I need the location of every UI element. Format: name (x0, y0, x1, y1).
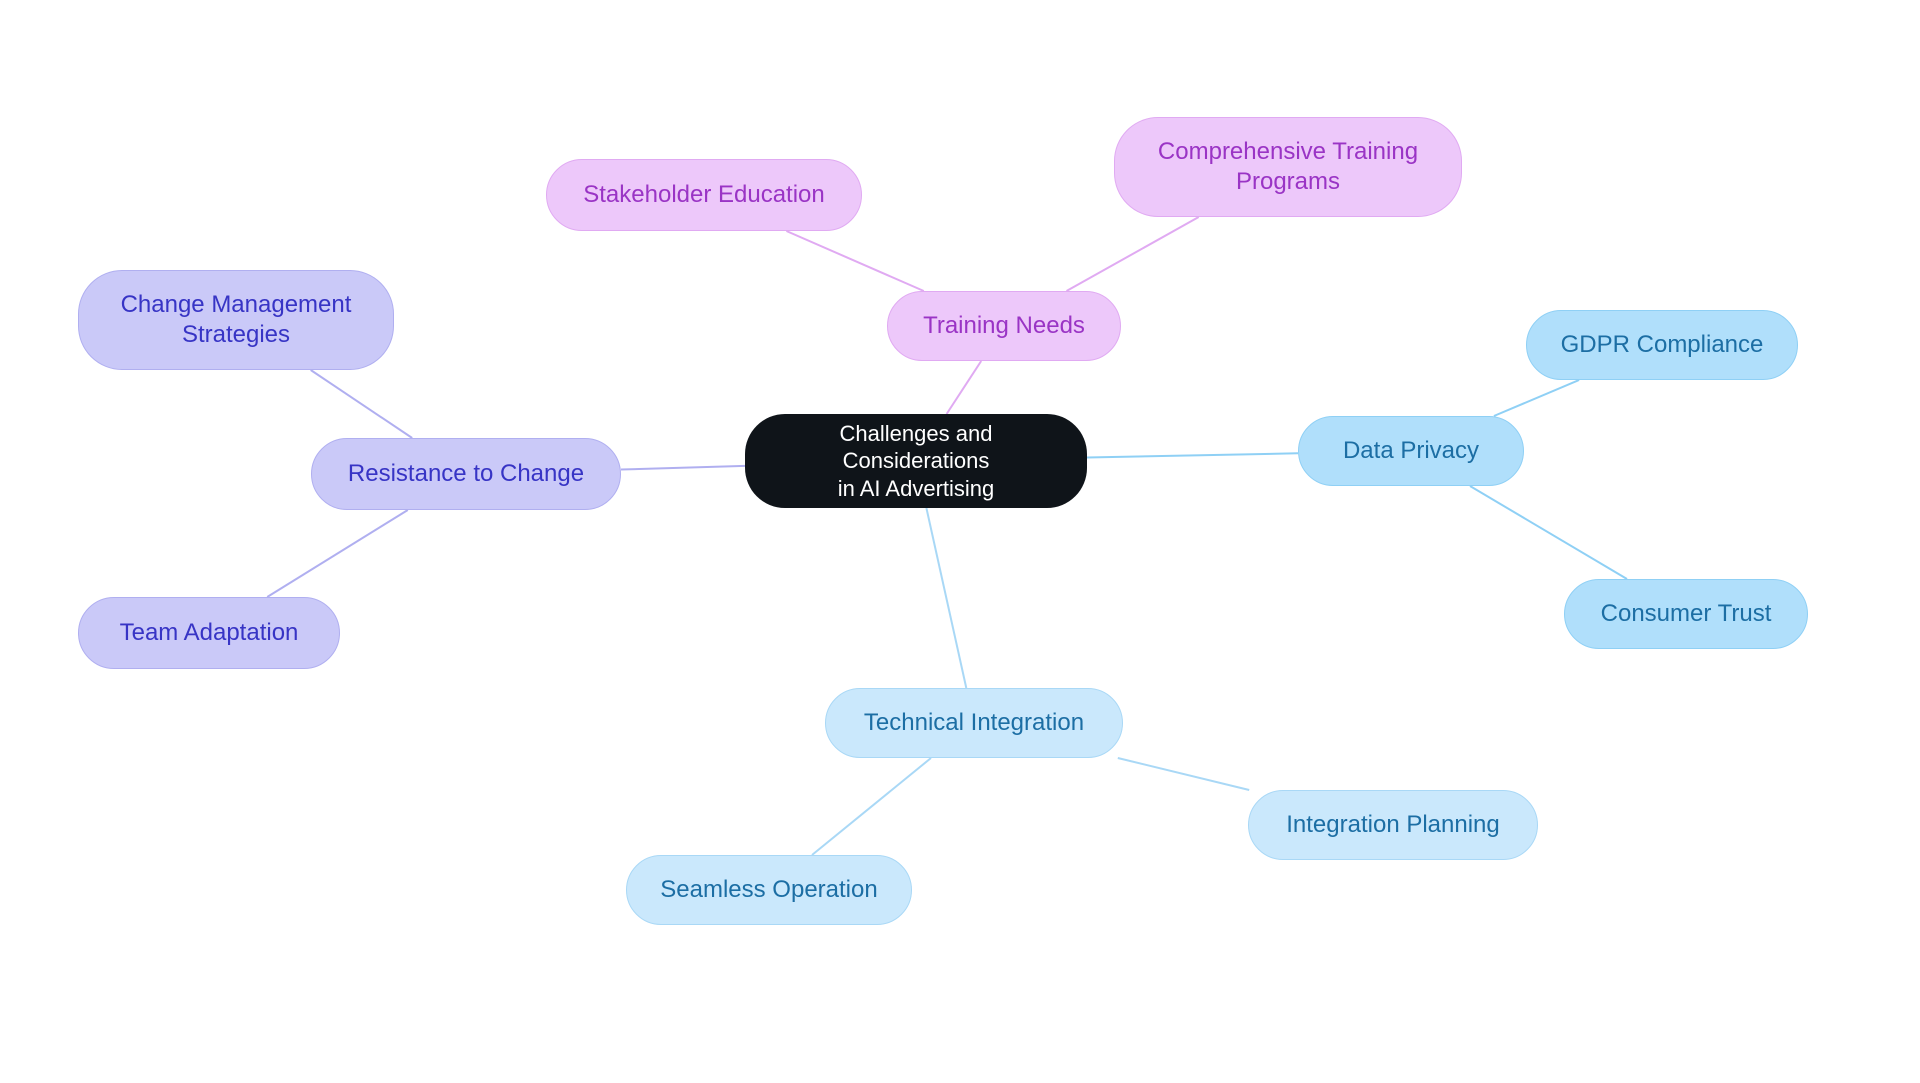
node-change_mgmt: Change Management Strategies (78, 270, 394, 370)
node-resistance: Resistance to Change (311, 438, 621, 510)
node-label: Comprehensive Training Programs (1158, 137, 1418, 197)
edge (1067, 217, 1199, 291)
node-label: Integration Planning (1286, 810, 1500, 840)
node-tech_integration: Technical Integration (825, 688, 1123, 758)
edge (267, 510, 408, 597)
node-label: Change Management Strategies (121, 290, 352, 350)
edge (1087, 453, 1298, 457)
node-label: Challenges and Considerations in AI Adve… (773, 420, 1059, 503)
node-label: Consumer Trust (1601, 599, 1772, 629)
node-consumer_trust: Consumer Trust (1564, 579, 1808, 649)
node-label: Data Privacy (1343, 436, 1479, 466)
edge (1470, 486, 1627, 579)
node-center: Challenges and Considerations in AI Adve… (745, 414, 1087, 508)
node-label: Resistance to Change (348, 459, 584, 489)
edge (947, 361, 982, 414)
node-seamless_operation: Seamless Operation (626, 855, 912, 925)
edges-layer (0, 0, 1920, 1083)
mindmap-canvas: Challenges and Considerations in AI Adve… (0, 0, 1920, 1083)
edge (311, 370, 413, 438)
node-label: Team Adaptation (120, 618, 299, 648)
node-label: Stakeholder Education (583, 180, 825, 210)
node-integration_planning: Integration Planning (1248, 790, 1538, 860)
node-label: Training Needs (923, 311, 1085, 341)
node-data_privacy: Data Privacy (1298, 416, 1524, 486)
node-comp_training: Comprehensive Training Programs (1114, 117, 1462, 217)
node-training_needs: Training Needs (887, 291, 1121, 361)
node-team_adapt: Team Adaptation (78, 597, 340, 669)
node-stakeholder_edu: Stakeholder Education (546, 159, 862, 231)
node-label: Seamless Operation (660, 875, 877, 905)
node-label: Technical Integration (864, 708, 1084, 738)
edge (621, 466, 745, 470)
node-label: GDPR Compliance (1561, 330, 1764, 360)
node-gdpr: GDPR Compliance (1526, 310, 1798, 380)
edge (1494, 380, 1579, 416)
edge (812, 758, 931, 855)
edge (926, 508, 966, 688)
edge (786, 231, 923, 291)
edge (1118, 758, 1249, 790)
